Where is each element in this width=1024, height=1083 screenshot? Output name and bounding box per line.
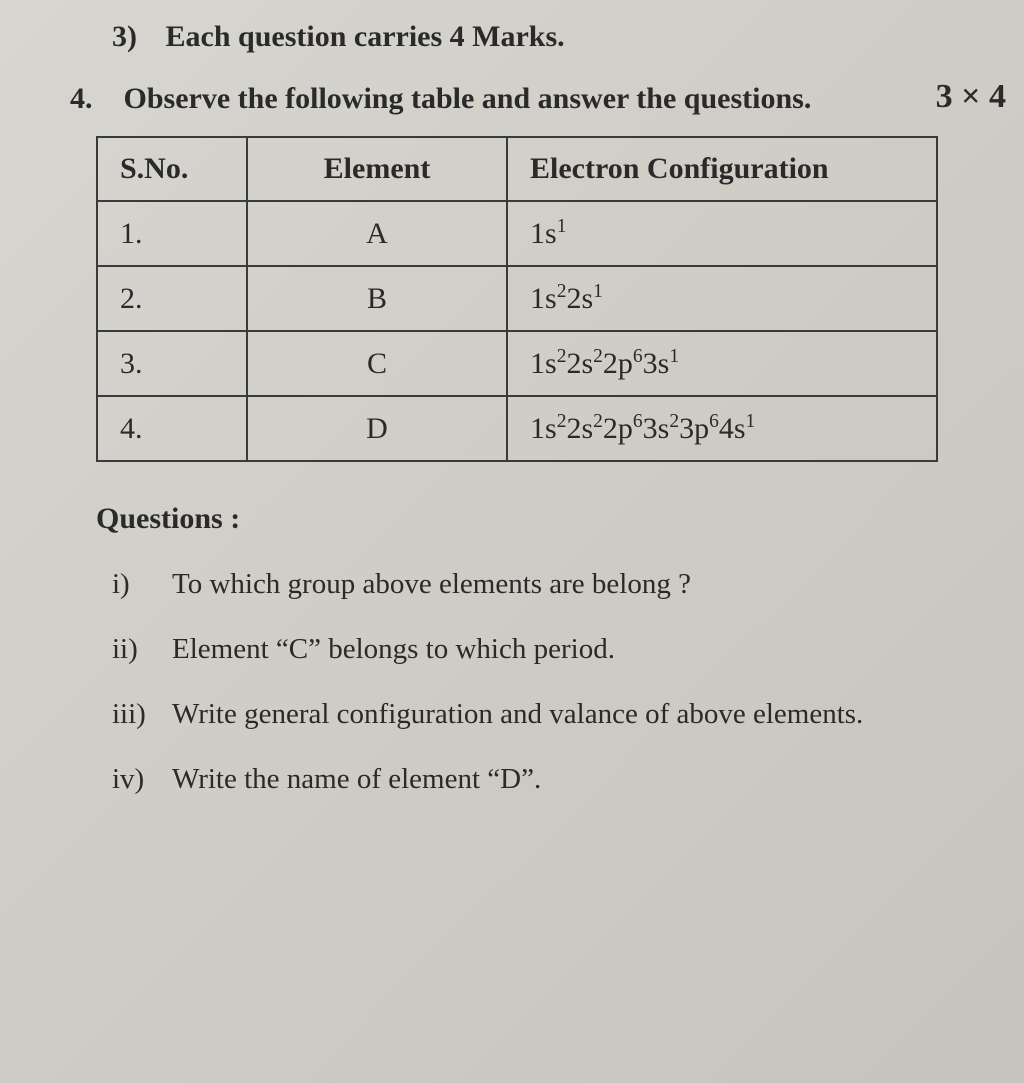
cell-element: D [247, 396, 507, 461]
cell-sno: 4. [97, 396, 247, 461]
sub-question-text: Write general configuration and valance … [172, 698, 863, 730]
cell-element: C [247, 331, 507, 396]
table-header-config: Electron Configuration [507, 137, 937, 201]
cell-element: A [247, 201, 507, 266]
cell-sno: 3. [97, 331, 247, 396]
cell-config: 1s22s1 [507, 266, 937, 331]
sub-question: iv)Write the name of element “D”. [112, 763, 984, 796]
table-row: 1.A1s1 [97, 201, 937, 266]
sub-question-roman: iii) [112, 698, 172, 731]
question-4-number: 4. [70, 82, 116, 116]
sub-question: i)To which group above elements are belo… [112, 568, 984, 601]
cell-sno: 1. [97, 201, 247, 266]
sub-question: ii)Element “C” belongs to which period. [112, 633, 984, 666]
instruction-3-text: Each question carries 4 Marks. [166, 20, 565, 53]
instruction-3-number: 3) [112, 20, 158, 54]
sub-question-text: Write the name of element “D”. [172, 763, 541, 795]
table-header-row: S.No. Element Electron Configuration [97, 137, 937, 201]
electron-config-table: S.No. Element Electron Configuration 1.A… [96, 136, 938, 462]
cell-sno: 2. [97, 266, 247, 331]
sub-questions-list: i)To which group above elements are belo… [70, 568, 984, 796]
questions-heading: Questions : [96, 502, 984, 536]
table-header-sno: S.No. [97, 137, 247, 201]
table-row: 2.B1s22s1 [97, 266, 937, 331]
instruction-line-3: 3) Each question carries 4 Marks. [112, 20, 984, 54]
cell-config: 1s22s22p63s23p64s1 [507, 396, 937, 461]
sub-question-text: To which group above elements are belong… [172, 568, 691, 600]
cell-config: 1s22s22p63s1 [507, 331, 937, 396]
marks-annotation: 3 × 4 [936, 78, 1006, 116]
sub-question-roman: iv) [112, 763, 172, 796]
table-header-element: Element [247, 137, 507, 201]
cell-element: B [247, 266, 507, 331]
table-body: 1.A1s12.B1s22s13.C1s22s22p63s14.D1s22s22… [97, 201, 937, 461]
question-4-intro: 4. Observe the following table and answe… [70, 82, 984, 116]
cell-config: 1s1 [507, 201, 937, 266]
sub-question-roman: i) [112, 568, 172, 601]
sub-question: iii)Write general configuration and vala… [112, 698, 984, 731]
question-4-text: Observe the following table and answer t… [124, 82, 812, 115]
sub-question-roman: ii) [112, 633, 172, 666]
table-row: 4.D1s22s22p63s23p64s1 [97, 396, 937, 461]
sub-question-text: Element “C” belongs to which period. [172, 633, 615, 665]
table-row: 3.C1s22s22p63s1 [97, 331, 937, 396]
